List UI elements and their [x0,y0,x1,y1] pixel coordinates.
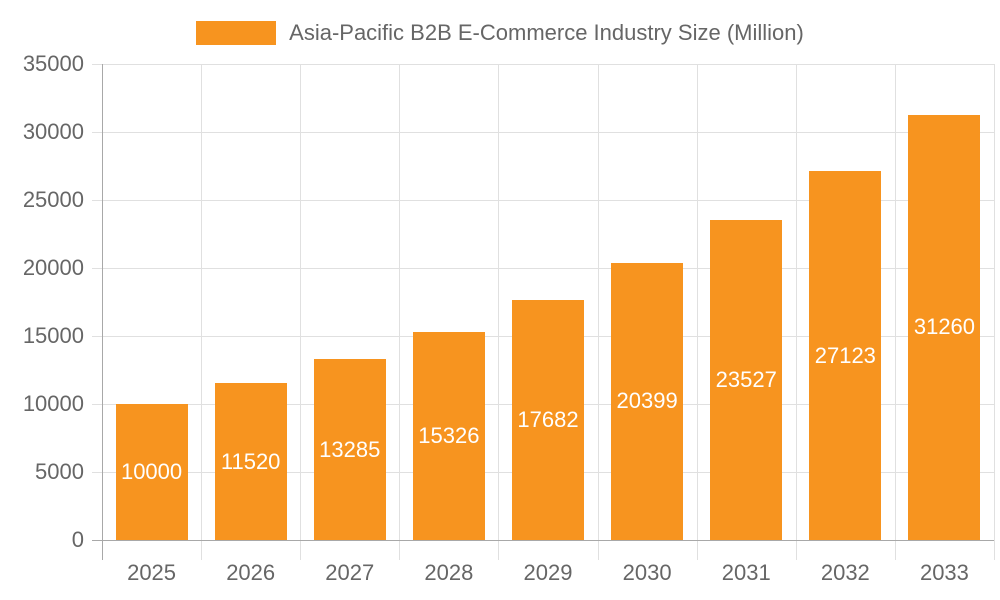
gridline-vertical [994,64,995,560]
gridline-horizontal [92,132,994,133]
gridline-vertical [300,64,302,560]
gridline-vertical [498,64,500,560]
x-axis-tick-label: 2032 [820,560,870,585]
y-axis-tick-label: 35000 [22,51,84,76]
x-axis-tick-label: 2030 [622,560,672,585]
gridline-vertical [399,64,401,560]
bar-2025[interactable]: 10000 [115,404,188,540]
bar-2030[interactable]: 20399 [611,262,684,540]
x-axis-tick-label: 2027 [325,560,375,585]
legend[interactable]: Asia-Pacific B2B E-Commerce Industry Siz… [0,20,1000,46]
x-axis-tick-label: 2025 [127,560,177,585]
bar-2027[interactable]: 13285 [313,359,386,540]
gridline-vertical [696,64,698,560]
bar-value-label: 17682 [517,406,579,432]
gridline-horizontal [92,64,994,65]
legend-swatch [196,21,277,45]
gridline-vertical [795,64,797,560]
y-axis-tick-label: 20000 [22,255,84,280]
x-axis-tick-label: 2031 [721,560,771,585]
bar-2033[interactable]: 31260 [908,114,981,540]
x-axis-tick-label: 2033 [919,560,969,585]
bar-2026[interactable]: 11520 [214,383,287,540]
bar-value-label: 11520 [220,448,281,474]
y-axis-tick-label: 5000 [35,459,84,484]
gridline-horizontal [92,200,994,201]
y-axis-tick-label: 10000 [22,391,84,416]
gridline-horizontal [92,268,994,269]
y-axis-tick-label: 30000 [22,119,84,144]
x-axis-tick-label: 2029 [523,560,573,585]
y-axis-tick-label: 25000 [22,187,84,212]
x-axis [92,540,994,541]
bar-value-label: 23527 [715,367,777,393]
bar-2028[interactable]: 15326 [412,331,485,540]
bar-value-label: 27123 [814,342,876,368]
legend-label: Asia-Pacific B2B E-Commerce Industry Siz… [289,20,804,45]
y-axis-tick-label: 15000 [22,323,84,348]
plot-area: 0 5000 10000 15000 20000 25000 30000 35000 10000… [23,51,995,585]
bar-2029[interactable]: 17682 [512,299,584,540]
bar-value-label: 10000 [120,459,183,484]
y-axis [102,64,103,560]
gridline-vertical [597,64,599,560]
x-axis-tick-label: 2028 [424,560,474,585]
gridline-vertical [894,64,896,560]
bar-2031[interactable]: 23527 [710,220,783,540]
bar-value-label: 20399 [616,388,678,414]
bar-value-label: 13285 [319,436,381,462]
bar-2032[interactable]: 27123 [809,171,882,540]
bar-value-label: 15326 [418,422,480,448]
gridline-vertical [201,64,203,560]
y-axis-tick-label: 0 [71,527,84,552]
x-axis-tick-label: 2026 [226,560,276,585]
bar-value-label: 31260 [913,314,976,340]
